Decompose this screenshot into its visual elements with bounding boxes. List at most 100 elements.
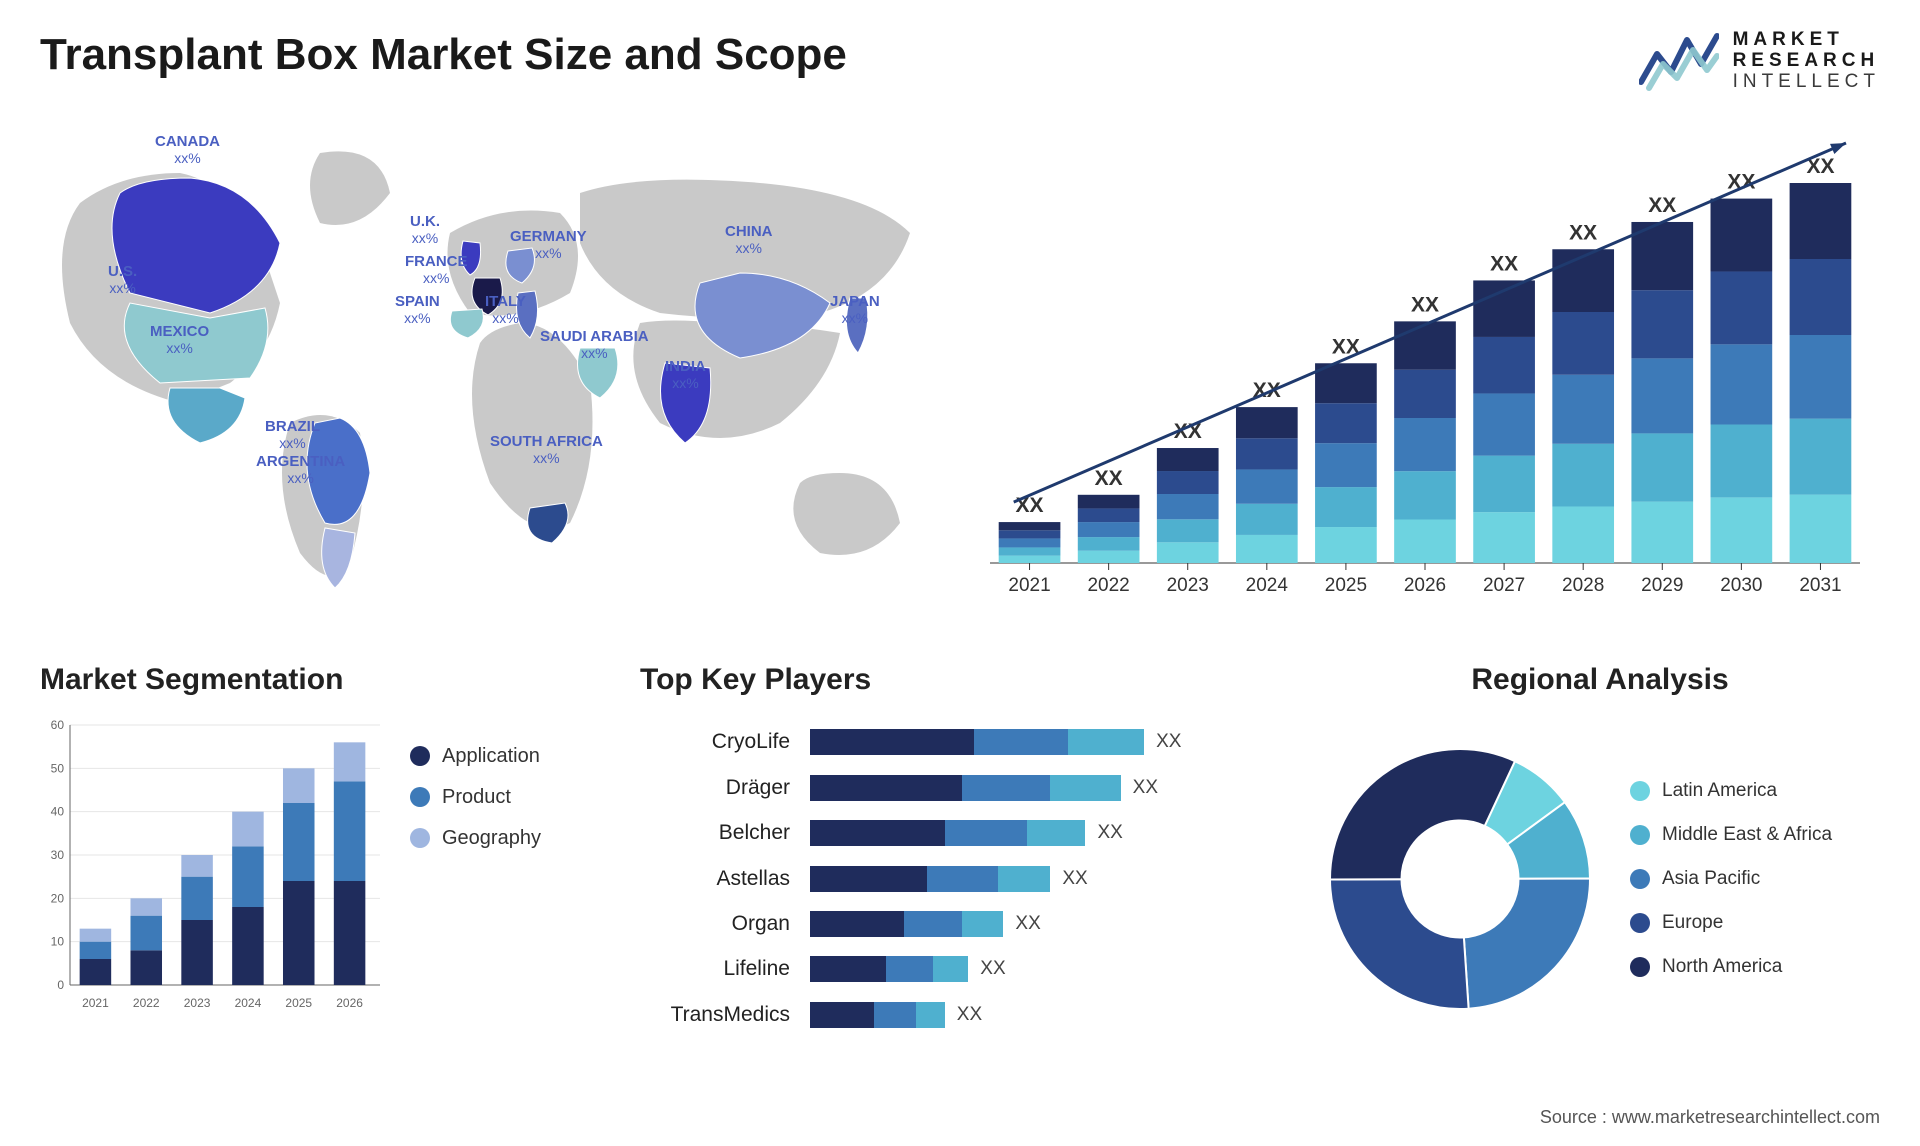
- legend-swatch-icon: [1630, 913, 1650, 933]
- svg-text:XX: XX: [1411, 293, 1439, 316]
- svg-text:2023: 2023: [1167, 575, 1209, 596]
- bottom-row: Market Segmentation 01020304050602021202…: [40, 663, 1880, 1043]
- map-label: SOUTH AFRICAxx%: [490, 433, 603, 466]
- brand-logo: MARKET RESEARCH INTELLECT: [1639, 30, 1880, 93]
- key-player-row: XX: [810, 820, 1280, 846]
- bar-segment: [933, 956, 968, 982]
- header: Transplant Box Market Size and Scope MAR…: [40, 30, 1880, 93]
- svg-text:2024: 2024: [235, 996, 262, 1010]
- map-label: CHINAxx%: [725, 223, 773, 256]
- key-player-row: XX: [810, 775, 1280, 801]
- map-label: SPAINxx%: [395, 293, 440, 326]
- key-player-bar: [810, 866, 1050, 892]
- key-players-panel: Top Key Players CryoLifeDrägerBelcherAst…: [640, 663, 1280, 1043]
- map-label: SAUDI ARABIAxx%: [540, 328, 649, 361]
- key-player-bar: [810, 729, 1144, 755]
- svg-text:XX: XX: [1095, 466, 1123, 489]
- legend-label: North America: [1662, 956, 1782, 978]
- bar-segment: [904, 911, 963, 937]
- svg-text:2030: 2030: [1720, 575, 1762, 596]
- key-player-name: Lifeline: [640, 957, 790, 981]
- key-player-bar: [810, 956, 968, 982]
- svg-text:XX: XX: [1490, 252, 1518, 275]
- svg-text:2024: 2024: [1246, 575, 1289, 596]
- svg-text:20: 20: [51, 891, 65, 905]
- svg-text:XX: XX: [1648, 194, 1676, 217]
- legend-item: Asia Pacific: [1630, 868, 1832, 890]
- bar-segment: [810, 1002, 874, 1028]
- svg-text:60: 60: [51, 718, 65, 732]
- key-player-value: XX: [957, 1004, 982, 1026]
- legend-item: North America: [1630, 956, 1832, 978]
- key-players-labels: CryoLifeDrägerBelcherAstellasOrganLifeli…: [640, 715, 790, 1043]
- world-map: [40, 123, 950, 603]
- bar-segment: [1050, 775, 1120, 801]
- segmentation-legend: ApplicationProductGeography: [410, 715, 541, 850]
- key-player-name: Organ: [640, 912, 790, 936]
- bar-segment: [962, 911, 1003, 937]
- key-player-row: XX: [810, 729, 1280, 755]
- regional-legend: Latin America Middle East & Africa Asia Pa…: [1630, 780, 1832, 978]
- legend-label: Middle East & Africa: [1662, 824, 1832, 846]
- map-label: FRANCExx%: [405, 253, 468, 286]
- bar-segment: [945, 820, 1027, 846]
- key-player-value: XX: [1015, 913, 1040, 935]
- regional-donut-chart: [1320, 739, 1600, 1019]
- segmentation-panel: Market Segmentation 01020304050602021202…: [40, 663, 600, 1043]
- map-label: ARGENTINAxx%: [256, 453, 345, 486]
- legend-label: Application: [442, 745, 540, 768]
- svg-text:30: 30: [51, 848, 65, 862]
- map-label: INDIAxx%: [665, 358, 706, 391]
- map-label: U.S.xx%: [108, 263, 137, 296]
- page-title: Transplant Box Market Size and Scope: [40, 30, 847, 80]
- legend-swatch-icon: [1630, 957, 1650, 977]
- key-player-value: XX: [1062, 868, 1087, 890]
- legend-item: Latin America: [1630, 780, 1832, 802]
- svg-text:2025: 2025: [285, 996, 312, 1010]
- bar-segment: [998, 866, 1051, 892]
- regional-panel: Regional Analysis Latin America Middle Ea…: [1320, 663, 1880, 1043]
- svg-text:2029: 2029: [1641, 575, 1683, 596]
- bar-segment: [1068, 729, 1144, 755]
- regional-title: Regional Analysis: [1320, 663, 1880, 697]
- map-label: GERMANYxx%: [510, 228, 587, 261]
- bar-segment: [810, 729, 974, 755]
- legend-swatch-icon: [410, 828, 430, 848]
- legend-label: Europe: [1662, 912, 1723, 934]
- svg-text:2025: 2025: [1325, 575, 1367, 596]
- key-player-value: XX: [980, 958, 1005, 980]
- key-player-bar: [810, 1002, 945, 1028]
- key-player-name: Dräger: [640, 776, 790, 800]
- legend-label: Asia Pacific: [1662, 868, 1760, 890]
- bar-segment: [927, 866, 997, 892]
- key-player-name: Astellas: [640, 867, 790, 891]
- legend-swatch-icon: [1630, 781, 1650, 801]
- logo-line1: MARKET: [1733, 30, 1880, 51]
- bar-segment: [1027, 820, 1086, 846]
- legend-label: Product: [442, 786, 511, 809]
- key-players-bars: XX XX XX XX XX XX XX: [810, 715, 1280, 1043]
- world-map-panel: CANADAxx%U.S.xx%MEXICOxx%BRAZILxx%ARGENT…: [40, 123, 950, 623]
- svg-text:XX: XX: [1569, 221, 1597, 244]
- segmentation-bar-chart: 0102030405060202120222023202420252026: [40, 715, 380, 1015]
- key-player-name: CryoLife: [640, 730, 790, 754]
- logo-line3: INTELLECT: [1733, 72, 1880, 93]
- legend-item: Product: [410, 786, 541, 809]
- svg-text:40: 40: [51, 804, 65, 818]
- key-players-title: Top Key Players: [640, 663, 1280, 697]
- segmentation-title: Market Segmentation: [40, 663, 600, 697]
- map-label: ITALYxx%: [485, 293, 526, 326]
- svg-text:2022: 2022: [133, 996, 160, 1010]
- svg-text:2031: 2031: [1799, 575, 1841, 596]
- svg-text:0: 0: [57, 978, 64, 992]
- legend-label: Latin America: [1662, 780, 1777, 802]
- bar-segment: [886, 956, 933, 982]
- key-player-row: XX: [810, 956, 1280, 982]
- legend-swatch-icon: [410, 787, 430, 807]
- bar-segment: [916, 1002, 945, 1028]
- legend-swatch-icon: [1630, 869, 1650, 889]
- svg-text:2022: 2022: [1087, 575, 1129, 596]
- key-player-value: XX: [1097, 822, 1122, 844]
- svg-text:2028: 2028: [1562, 575, 1604, 596]
- legend-item: Application: [410, 745, 541, 768]
